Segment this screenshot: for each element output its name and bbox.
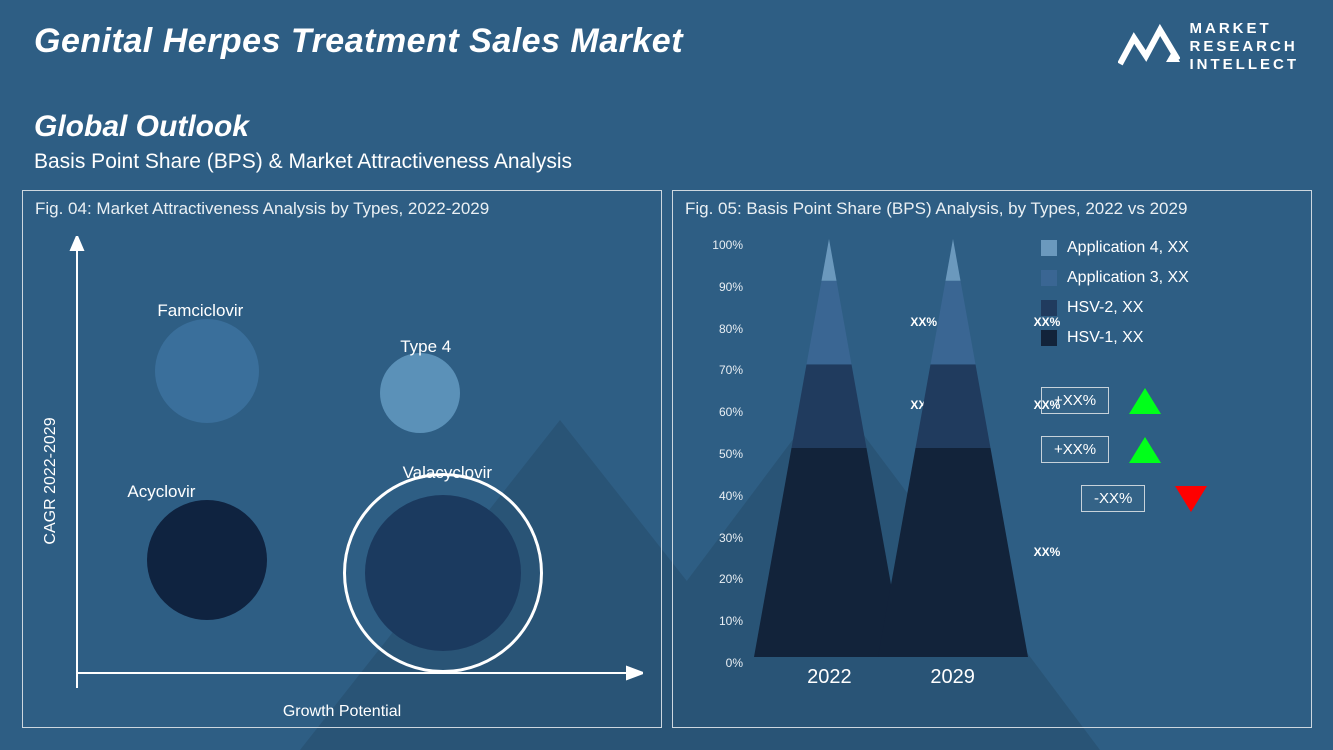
ytick-50: 50% [719, 447, 743, 461]
legend-label-hsv1: HSV-1, XX [1067, 329, 1143, 347]
legend-item-hsv2: HSV-2, XX [1041, 299, 1291, 317]
legend-item-app3: Application 3, XX [1041, 269, 1291, 287]
bubble-valacyclovir [365, 495, 521, 651]
page-title: Genital Herpes Treatment Sales Market [34, 22, 683, 61]
legend: Application 4, XX Application 3, XX HSV-2,… [1041, 239, 1291, 534]
delta-row-0: +XX% [1041, 387, 1291, 414]
cone-2029: XX%XX%XX%2029 [878, 239, 1028, 657]
y-axis-label: CAGR 2022-2029 [42, 417, 60, 544]
delta-row-2: -XX% [1081, 485, 1291, 512]
bubble-label-type4: Type 4 [400, 337, 451, 357]
bubble-plot-area: Famciclovir Type 4 Acyclovir Valacyclovir [73, 239, 633, 679]
legend-swatch-hsv2 [1041, 300, 1057, 316]
logo-line2: RESEARCH [1190, 38, 1300, 56]
delta-row-1: +XX% [1041, 436, 1291, 463]
delta-value-2: -XX% [1081, 485, 1145, 512]
cone-seg-2029-hsv2 [915, 364, 990, 448]
subtitle-bps: Basis Point Share (BPS) & Market Attract… [34, 150, 572, 174]
brand-logo: MARKET RESEARCH INTELLECT [1118, 20, 1300, 74]
bubble-type4 [380, 353, 460, 433]
triangle-up-icon [1129, 388, 1161, 414]
legend-swatch-app4 [1041, 240, 1057, 256]
ytick-20: 20% [719, 572, 743, 586]
logo-icon [1118, 22, 1180, 72]
logo-line3: INTELLECT [1190, 56, 1300, 74]
bubble-label-famciclovir: Famciclovir [157, 301, 243, 321]
legend-label-hsv2: HSV-2, XX [1067, 299, 1143, 317]
legend-swatch-hsv1 [1041, 330, 1057, 346]
fig05-caption: Fig. 05: Basis Point Share (BPS) Analysi… [673, 191, 1311, 227]
cone-value-2029-hsv1: XX% [1034, 545, 1061, 559]
cone-seg-2029-hsv1 [878, 448, 1028, 657]
subtitle-global-outlook: Global Outlook [34, 110, 249, 144]
ytick-100: 100% [712, 238, 743, 252]
cone-seg-2022-hsv2 [792, 364, 867, 448]
xcat-2022: 2022 [807, 666, 852, 689]
legend-item-app4: Application 4, XX [1041, 239, 1291, 257]
ytick-10: 10% [719, 614, 743, 628]
logo-line1: MARKET [1190, 20, 1300, 38]
cone-seg-2022-app4 [822, 239, 837, 281]
fig04-caption: Fig. 04: Market Attractiveness Analysis … [23, 191, 661, 227]
delta-value-0: +XX% [1041, 387, 1109, 414]
triangle-up-icon [1129, 437, 1161, 463]
y-axis-ticks: 0%10%20%30%40%50%60%70%80%90%100% [703, 239, 747, 657]
logo-text: MARKET RESEARCH INTELLECT [1190, 20, 1300, 74]
ytick-70: 70% [719, 363, 743, 377]
ytick-0: 0% [726, 656, 743, 670]
ytick-60: 60% [719, 405, 743, 419]
legend-label-app4: Application 4, XX [1067, 239, 1189, 257]
triangle-down-icon [1175, 486, 1207, 512]
right-stage: 0%10%20%30%40%50%60%70%80%90%100% XX%XX%… [703, 239, 1291, 687]
bubble-label-valacyclovir: Valacyclovir [403, 463, 492, 483]
x-axis-label: Growth Potential [283, 703, 401, 721]
cone-seg-2029-app4 [945, 239, 960, 281]
panel-bps: Fig. 05: Basis Point Share (BPS) Analysi… [672, 190, 1312, 728]
cone-plot-area: XX%XX%XX%2022XX%XX%XX%2029 [751, 239, 1031, 657]
cone-svg-2029 [878, 239, 1028, 657]
xcat-2029: 2029 [930, 666, 975, 689]
cone-seg-2029-app3 [930, 281, 975, 365]
panel-attractiveness: Fig. 04: Market Attractiveness Analysis … [22, 190, 662, 728]
legend-swatch-app3 [1041, 270, 1057, 286]
bubble-label-acyclovir: Acyclovir [127, 482, 195, 502]
legend-label-app3: Application 3, XX [1067, 269, 1189, 287]
ytick-40: 40% [719, 489, 743, 503]
ytick-90: 90% [719, 280, 743, 294]
ytick-30: 30% [719, 531, 743, 545]
cone-seg-2022-app3 [807, 281, 852, 365]
bubble-famciclovir [155, 319, 259, 423]
delta-value-1: +XX% [1041, 436, 1109, 463]
ytick-80: 80% [719, 322, 743, 336]
bubble-acyclovir [147, 500, 267, 620]
legend-item-hsv1: HSV-1, XX [1041, 329, 1291, 347]
